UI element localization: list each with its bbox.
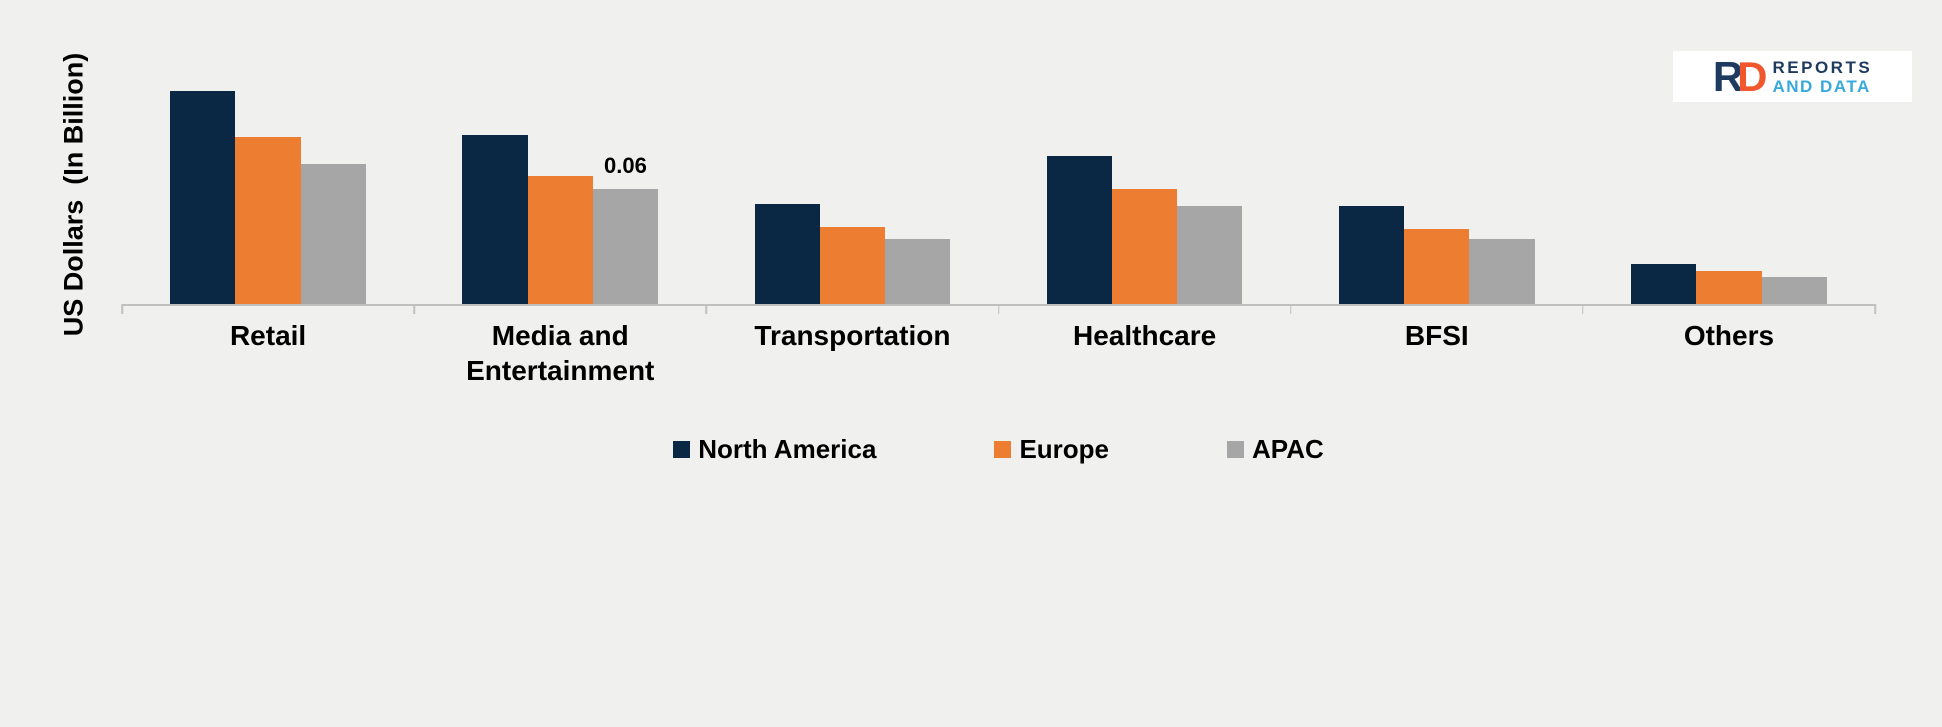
x-axis-tick <box>121 304 123 314</box>
logo-letter-r: R <box>1712 52 1743 100</box>
logo-rd-mark-icon: R D <box>1712 52 1768 100</box>
bar-apac-media-and-entertainment <box>592 189 659 304</box>
plot-area: 0.06 <box>121 74 1876 314</box>
legend-label-north-america: North America <box>698 434 877 464</box>
category-label-media-and-entertainment: Media and Entertainment <box>466 320 655 386</box>
category-label-healthcare: Healthcare <box>1073 320 1217 351</box>
legend-label-europe: Europe <box>1019 434 1110 464</box>
legend-swatch-europe-icon <box>994 441 1012 458</box>
x-axis-tick <box>1582 304 1584 314</box>
bar-north-america-transportation <box>754 204 820 304</box>
legend-item-europe: Europe <box>994 434 1109 465</box>
category-label-bfsi: BFSI <box>1404 320 1469 351</box>
category-label-others: Others <box>1683 320 1775 351</box>
bar-apac-bfsi <box>1469 238 1535 304</box>
bar-europe-transportation <box>819 227 885 304</box>
legend-swatch-apac-icon <box>1227 441 1245 458</box>
legend-item-apac: APAC <box>1227 434 1324 465</box>
legend-item-north-america: North America <box>673 434 876 465</box>
logo-text-and-data: AND DATA <box>1772 76 1871 96</box>
bar-europe-media-and-entertainment <box>527 175 593 304</box>
bar-europe-healthcare <box>1111 189 1178 304</box>
bar-north-america-others <box>1631 263 1697 304</box>
bar-value-label: 0.06 <box>604 153 647 178</box>
category-label-retail: Retail <box>229 320 307 351</box>
x-axis-tick <box>1874 304 1876 314</box>
bar-north-america-bfsi <box>1338 206 1405 304</box>
legend-swatch-north-america-icon <box>673 441 691 458</box>
y-axis-title: US Dollars (In Billion) <box>58 52 89 336</box>
logo-text-reports: REPORTS <box>1772 57 1873 77</box>
x-axis-category-labels: Retail Media and Entertainment Transport… <box>122 318 1875 388</box>
reports-and-data-logo: R D REPORTS AND DATA <box>1673 51 1912 102</box>
x-axis-tick <box>997 304 1000 314</box>
x-axis-tick <box>413 304 415 314</box>
bar-europe-others <box>1696 271 1762 304</box>
category-label-transportation: Transportation <box>754 320 951 351</box>
bar-north-america-media-and-entertainment <box>462 135 528 304</box>
bar-north-america-retail <box>170 91 236 304</box>
bar-europe-retail <box>235 137 301 304</box>
bar-europe-bfsi <box>1404 229 1470 304</box>
legend-label-apac: APAC <box>1252 434 1324 464</box>
y-axis-title-container: US Dollars (In Billion) <box>50 52 98 336</box>
logo-wordmark: REPORTS AND DATA <box>1773 58 1873 96</box>
x-axis-tick <box>1289 304 1292 314</box>
x-axis-tick <box>705 304 708 314</box>
bar-apac-retail <box>300 164 366 304</box>
bar-apac-others <box>1761 277 1827 304</box>
logo-letter-d: D <box>1737 52 1767 100</box>
bar-apac-healthcare <box>1177 206 1243 304</box>
bar-north-america-healthcare <box>1046 156 1112 304</box>
legend: North America Europe APAC <box>122 434 1875 465</box>
bar-apac-transportation <box>885 238 951 304</box>
